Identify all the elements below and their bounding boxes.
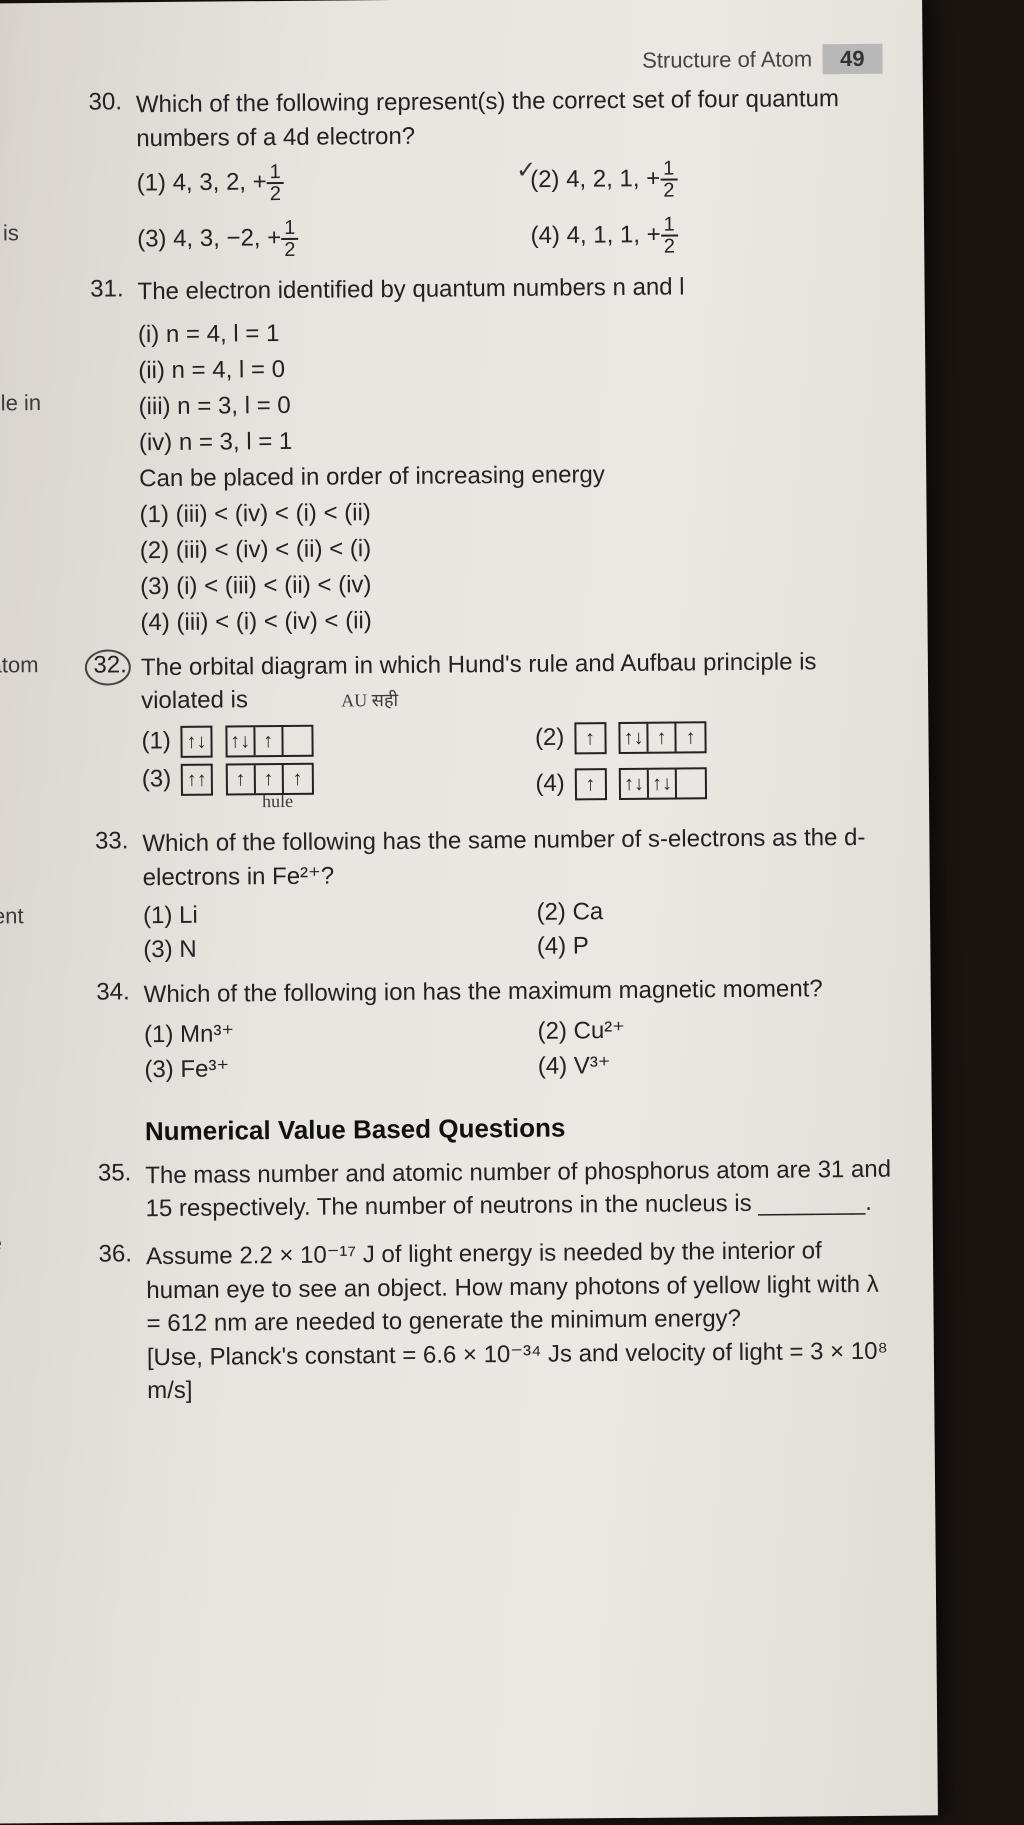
- q31-row2: ons possible in (iii) n = 3, l = 0 (iv) …: [0, 382, 886, 499]
- q31-o4: (4) (iii) < (i) < (iv) < (ii): [140, 598, 887, 641]
- q33-o2: (2) Ca: [536, 896, 890, 927]
- q34-o1: (1) Mn³⁺: [144, 1017, 498, 1049]
- q35-text: The mass number and atomic number of pho…: [145, 1152, 893, 1226]
- q34-row: 34. Which of the following ion has the m…: [0, 972, 892, 1100]
- q31: 31. The electron identified by quantum n…: [79, 269, 884, 310]
- q36-num: 36.: [88, 1240, 133, 1408]
- q34-opts: (1) Mn³⁺ (2) Cu²⁺ (3) Fe³⁺ (4) V³⁺: [144, 1013, 892, 1084]
- top-cut-text: ice Exams: [0, 6, 882, 38]
- q36-note: [Use, Planck's constant = 6.6 × 10⁻³⁴ Js…: [147, 1337, 888, 1404]
- q30-row2: nfiguration is (3) 4, 3, −2, +12 (4) 4, …: [0, 213, 884, 278]
- q30-num: 30.: [78, 88, 123, 156]
- q34-text: Which of the following ion has the maxim…: [144, 972, 891, 1012]
- q30-text: Which of the following represent(s) the …: [136, 82, 884, 156]
- q31-text: The electron identified by quantum numbe…: [137, 269, 884, 309]
- q30-opts2: (3) 4, 3, −2, +12 (4) 4, 1, 1, +12: [137, 213, 884, 262]
- q33-o4: (4) P: [537, 930, 891, 961]
- q30-o2: (2) 4, 2, 1, +12: [530, 157, 884, 202]
- q32-opts: (1) ↑↓ ↑↓↑ (2) ↑ ↑↓↑↑ (3) ↑↑ ↑↑↑: [141, 720, 889, 814]
- q32: 32. The orbital diagram in which Hund's …: [83, 644, 889, 718]
- section-heading: Numerical Value Based Questions: [145, 1109, 892, 1147]
- left-fragment-2: ons possible in: [0, 390, 51, 417]
- left-fragment-5: ere in an atom: [0, 652, 53, 679]
- q35-row: ers for the 35. The mass number and atom…: [0, 1152, 894, 1418]
- section-row: Numerical Value Based Questions: [0, 1091, 892, 1161]
- q32-text: The orbital diagram in which Hund's rule…: [141, 644, 889, 718]
- q36: 36. Assume 2.2 × 10⁻¹⁷ J of light energy…: [88, 1234, 894, 1409]
- q34-o4: (4) V³⁺: [538, 1048, 892, 1080]
- q31-row3: 2 ell with principal (1) (iii) < (iv) < …: [0, 490, 888, 643]
- q30-o3: (3) 4, 3, −2, +12: [137, 216, 491, 261]
- q30-opts: (1) 4, 3, 2, +12 (2) 4, 2, 1, +12: [136, 157, 883, 206]
- q30-row: ve spin quantum दक्षता 30. Which of the …: [0, 82, 884, 222]
- q32-row: ere in an atom 32. The orbital diagram i…: [0, 644, 889, 829]
- q30-o4: (4) 4, 1, 1, +12: [530, 213, 884, 258]
- q30: 30. Which of the following represent(s) …: [78, 82, 884, 156]
- q33-o1: (1) Li: [143, 899, 497, 930]
- q34-num: 34.: [86, 978, 130, 1012]
- q34-o3: (3) Fe³⁺: [144, 1052, 498, 1084]
- q33-num: 33.: [84, 827, 129, 895]
- page: ice Exams Structure of Atom 49 ve spin q…: [0, 0, 938, 1825]
- q32-o1: (1) ↑↓ ↑↓↑: [141, 723, 495, 758]
- chapter-title: Structure of Atom: [642, 46, 812, 73]
- q33-opts: (1) Li (2) Ca (3) N (4) P: [143, 896, 891, 965]
- q32-o2: (2) ↑ ↑↓↑↑: [535, 720, 889, 755]
- page-number: 49: [822, 44, 883, 75]
- left-fragment-0: ve spin quantum दक्षता: [0, 89, 49, 172]
- q32-o3: (3) ↑↑ ↑↑↑ hule: [142, 761, 496, 813]
- q35-num: 35.: [87, 1159, 132, 1227]
- left-fragment-1: nfiguration is: [0, 220, 49, 247]
- q33-row2: ot consistent (1) Li (2) Ca (3) N (4) P: [0, 896, 891, 981]
- q32-num: 32.: [83, 651, 128, 719]
- header-row: Structure of Atom 49: [0, 44, 883, 83]
- handwriting: AU सही: [341, 690, 398, 710]
- q33-row: 33. Which of the following has the same …: [0, 821, 890, 905]
- q30-o1: (1) 4, 3, 2, +12: [136, 160, 490, 205]
- q33-text: Which of the following has the same numb…: [142, 821, 890, 895]
- q34: 34. Which of the following ion has the m…: [86, 972, 891, 1013]
- q35: 35. The mass number and atomic number of…: [87, 1152, 893, 1226]
- q32-o4: (4) ↑ ↑↓↑↓: [535, 766, 889, 801]
- q36-text: Assume 2.2 × 10⁻¹⁷ J of light energy is …: [146, 1234, 894, 1408]
- left-fragment-7: ers for the: [0, 1160, 58, 1257]
- q33-o3: (3) N: [143, 933, 497, 964]
- left-fragment-6: ot consistent: [0, 903, 55, 930]
- left-fragment-3: 2 ell with principal: [0, 498, 52, 603]
- q31-row: 31. The electron identified by quantum n…: [0, 269, 885, 391]
- q33: 33. Which of the following has the same …: [84, 821, 890, 895]
- q31-num: 31.: [79, 276, 123, 310]
- q34-o2: (2) Cu²⁺: [537, 1013, 891, 1045]
